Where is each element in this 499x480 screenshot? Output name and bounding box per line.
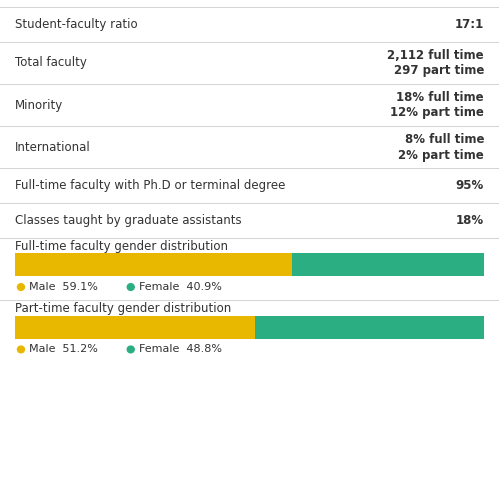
Text: Full-time faculty with Ph.D or terminal degree: Full-time faculty with Ph.D or terminal …	[15, 179, 285, 192]
Text: Full-time faculty gender distribution: Full-time faculty gender distribution	[15, 240, 228, 253]
Text: 95%: 95%	[456, 179, 484, 192]
Text: 2% part time: 2% part time	[398, 148, 484, 162]
Text: 17:1: 17:1	[455, 18, 484, 31]
Bar	[15, 316, 255, 339]
Text: Student-faculty ratio: Student-faculty ratio	[15, 18, 138, 31]
Text: 12% part time: 12% part time	[390, 106, 484, 120]
Text: Classes taught by graduate assistants: Classes taught by graduate assistants	[15, 214, 242, 227]
Text: 2,112 full time: 2,112 full time	[387, 48, 484, 62]
Text: 18%: 18%	[456, 214, 484, 227]
Text: Male  51.2%: Male 51.2%	[29, 345, 98, 354]
Text: Total faculty: Total faculty	[15, 56, 87, 70]
Text: 297 part time: 297 part time	[394, 64, 484, 77]
Text: Female  48.8%: Female 48.8%	[139, 345, 222, 354]
Text: Female  40.9%: Female 40.9%	[139, 282, 222, 292]
Text: Male  59.1%: Male 59.1%	[29, 282, 98, 292]
Bar	[255, 316, 484, 339]
Text: Minority: Minority	[15, 98, 63, 112]
Circle shape	[127, 284, 134, 290]
Text: International: International	[15, 141, 91, 154]
Text: Part-time faculty gender distribution: Part-time faculty gender distribution	[15, 302, 231, 315]
Text: 18% full time: 18% full time	[396, 91, 484, 104]
Bar	[15, 253, 292, 276]
Circle shape	[17, 346, 24, 353]
Circle shape	[17, 284, 24, 290]
Text: 8% full time: 8% full time	[405, 133, 484, 146]
Circle shape	[127, 346, 134, 353]
Bar	[292, 253, 484, 276]
